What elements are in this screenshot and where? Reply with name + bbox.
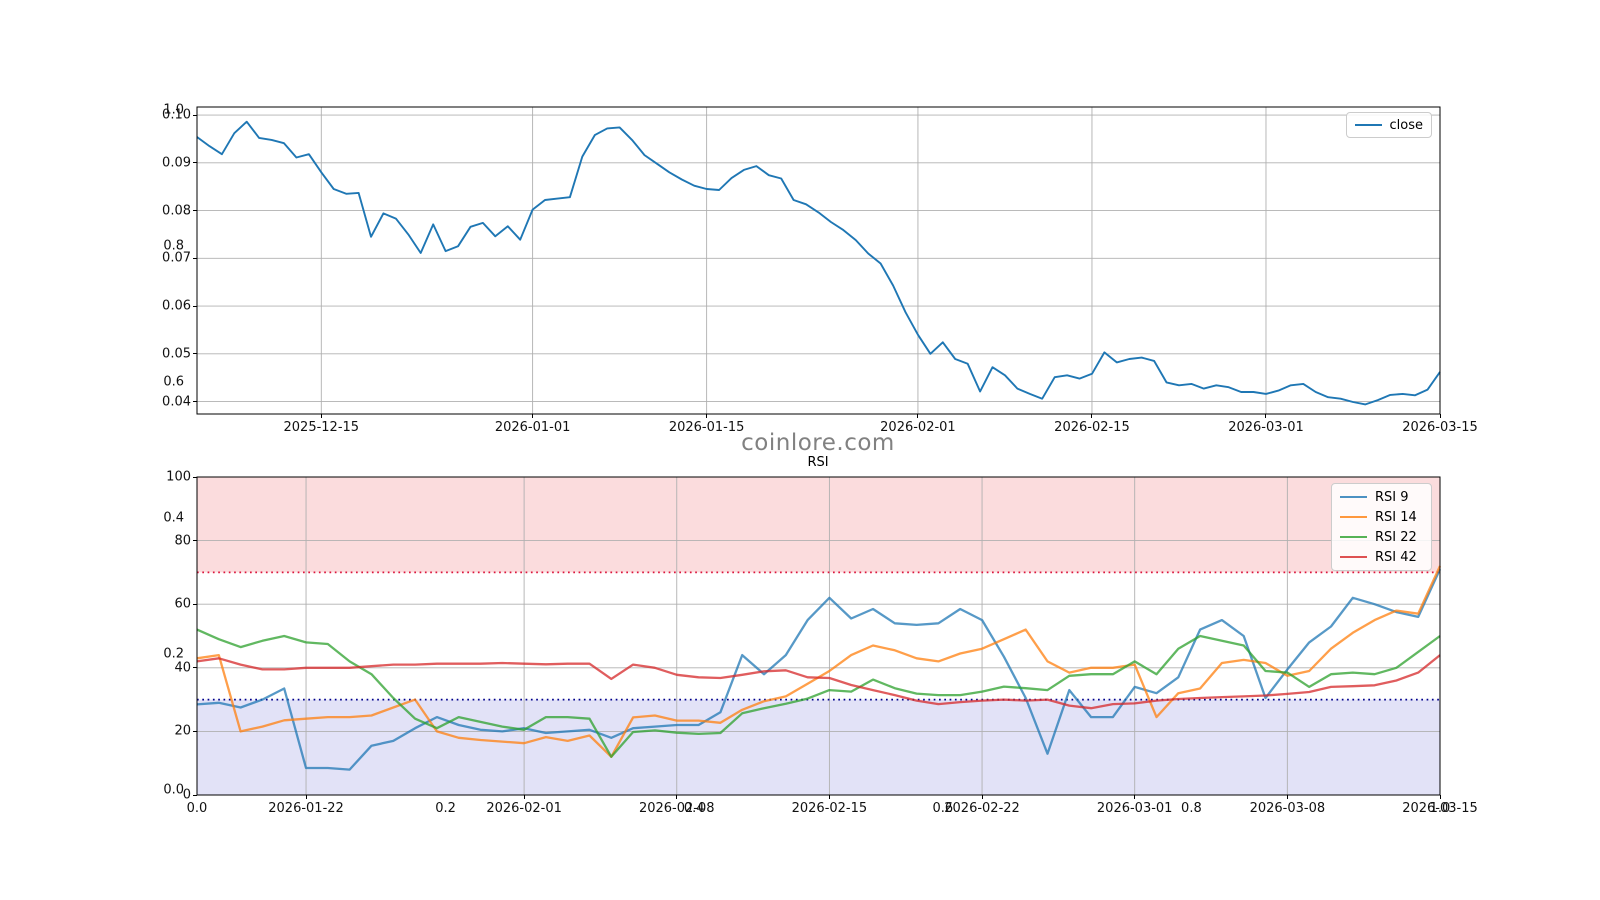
price-y-tick-label: 0.06 xyxy=(162,298,191,314)
tick-mark xyxy=(193,114,197,116)
rsi-x-tick-label: 2026-02-22 xyxy=(944,801,1020,816)
rsi-x-tick-label: 2026-03-15 xyxy=(1402,801,1478,816)
price-y-tick-label: 0.04 xyxy=(162,394,191,410)
overlay-x-tick-label: 0.2 xyxy=(435,801,456,816)
rsi9-legend-swatch xyxy=(1340,496,1367,498)
price-x-tick-label: 2026-02-01 xyxy=(880,420,956,435)
rsi-y-tick-label: 100 xyxy=(166,469,191,485)
tick-mark xyxy=(193,305,197,307)
rsi-y-tick-label: 20 xyxy=(174,723,191,739)
rsi42-legend-label: RSI 42 xyxy=(1375,549,1417,565)
tick-mark xyxy=(193,667,197,669)
overlay-x-tick-label: 0.0 xyxy=(186,801,208,816)
rsi22-legend-swatch xyxy=(1340,536,1367,538)
price-x-tick-label: 2025-12-15 xyxy=(283,420,360,435)
tick-mark xyxy=(981,795,983,799)
overlay-x-tick-label: 0.8 xyxy=(1181,801,1202,816)
rsi-x-tick-label: 2026-02-08 xyxy=(638,801,715,816)
rsi9-line xyxy=(196,568,1442,771)
tick-mark xyxy=(193,730,197,732)
tick-mark xyxy=(1091,414,1093,418)
tick-mark xyxy=(193,476,197,478)
tick-mark xyxy=(193,353,197,355)
overlay-y-tick-label: 0.8 xyxy=(163,238,184,254)
tick-mark xyxy=(193,540,197,542)
price-x-tick-label: 2026-01-15 xyxy=(668,420,745,435)
tick-mark xyxy=(1286,795,1288,799)
price-x-tick-label: 2026-01-01 xyxy=(494,420,571,435)
rsi14-legend-label: RSI 14 xyxy=(1375,509,1417,525)
overlay-x-tick-label: 1.0 xyxy=(1429,801,1451,816)
tick-mark xyxy=(523,795,525,799)
tick-mark xyxy=(706,414,708,418)
rsi14-legend-swatch xyxy=(1340,516,1367,518)
rsi-x-tick-label: 2026-02-01 xyxy=(486,801,562,816)
tick-mark xyxy=(193,257,197,259)
price-y-tick-label: 0.09 xyxy=(162,155,191,171)
overlay-y-tick-label: 0.0 xyxy=(163,782,184,798)
tick-mark xyxy=(828,795,830,799)
rsi-x-tick-label: 2026-03-01 xyxy=(1096,801,1173,816)
rsi-x-tick-label: 2026-03-08 xyxy=(1249,801,1326,816)
rsi22-legend-label: RSI 22 xyxy=(1375,529,1417,545)
tick-mark xyxy=(193,401,197,403)
tick-mark xyxy=(193,603,197,605)
price-x-tick-label: 2026-02-15 xyxy=(1054,420,1130,435)
rsi42-line xyxy=(196,654,1441,710)
rsi-legend-item: RSI 14 xyxy=(1340,509,1423,525)
close-legend-swatch xyxy=(1355,124,1382,126)
rsi-legend: RSI 9 RSI 14 RSI 22 RSI 42 xyxy=(1331,483,1432,571)
rsi-y-tick-label: 60 xyxy=(174,596,191,612)
rsi22-line xyxy=(196,628,1441,758)
price-x-tick-label: 2026-03-15 xyxy=(1402,420,1478,435)
rsi-legend-item: RSI 22 xyxy=(1340,529,1423,545)
overlay-y-tick-label: 0.6 xyxy=(163,374,184,390)
price-x-tick-label: 2026-03-01 xyxy=(1228,420,1304,435)
price-legend: close xyxy=(1346,112,1432,138)
rsi42-legend-swatch xyxy=(1340,556,1367,558)
tick-mark xyxy=(1439,795,1441,799)
price-plot-border xyxy=(196,106,1441,415)
overlay-y-tick-label: 1.0 xyxy=(163,102,184,118)
tick-mark xyxy=(676,795,678,799)
overlay-x-tick-label: 0.6 xyxy=(932,801,954,816)
overbought-band xyxy=(197,477,1440,573)
rsi-y-tick-label: 0 xyxy=(182,787,191,803)
tick-mark xyxy=(1265,414,1267,418)
rsi-plot-border xyxy=(196,476,1441,796)
close-legend-label: close xyxy=(1389,117,1423,133)
price-y-tick-label: 0.05 xyxy=(162,346,191,362)
tick-mark xyxy=(193,794,197,796)
tick-mark xyxy=(532,414,534,418)
tick-mark xyxy=(193,162,197,164)
oversold-band xyxy=(197,699,1440,795)
price-y-tick-label: 0.08 xyxy=(162,203,191,219)
tick-mark xyxy=(917,414,919,418)
tick-mark xyxy=(193,210,197,212)
close-line xyxy=(196,120,1441,406)
rsi9-legend-label: RSI 9 xyxy=(1375,489,1409,505)
tick-mark xyxy=(1439,414,1441,418)
price-y-tick-label: 0.10 xyxy=(162,107,191,123)
rsi-y-tick-label: 80 xyxy=(174,533,191,549)
watermark: coinlore.com xyxy=(741,430,895,456)
rsi-x-tick-label: 2026-01-22 xyxy=(268,801,344,816)
tick-mark xyxy=(320,414,322,418)
overlay-x-tick-label: 0.4 xyxy=(683,801,705,816)
overlay-y-tick-label: 0.2 xyxy=(163,646,184,662)
tick-mark xyxy=(305,795,307,799)
rsi-chart-title: RSI xyxy=(807,455,829,470)
rsi-y-tick-label: 40 xyxy=(174,660,191,676)
tick-mark xyxy=(1134,795,1136,799)
rsi-legend-item: RSI 42 xyxy=(1340,549,1423,565)
rsi-x-tick-label: 2026-02-15 xyxy=(791,801,868,816)
price-y-tick-label: 0.07 xyxy=(162,250,191,266)
rsi-legend-item: RSI 9 xyxy=(1340,489,1423,505)
overlay-y-tick-label: 0.4 xyxy=(163,510,184,526)
